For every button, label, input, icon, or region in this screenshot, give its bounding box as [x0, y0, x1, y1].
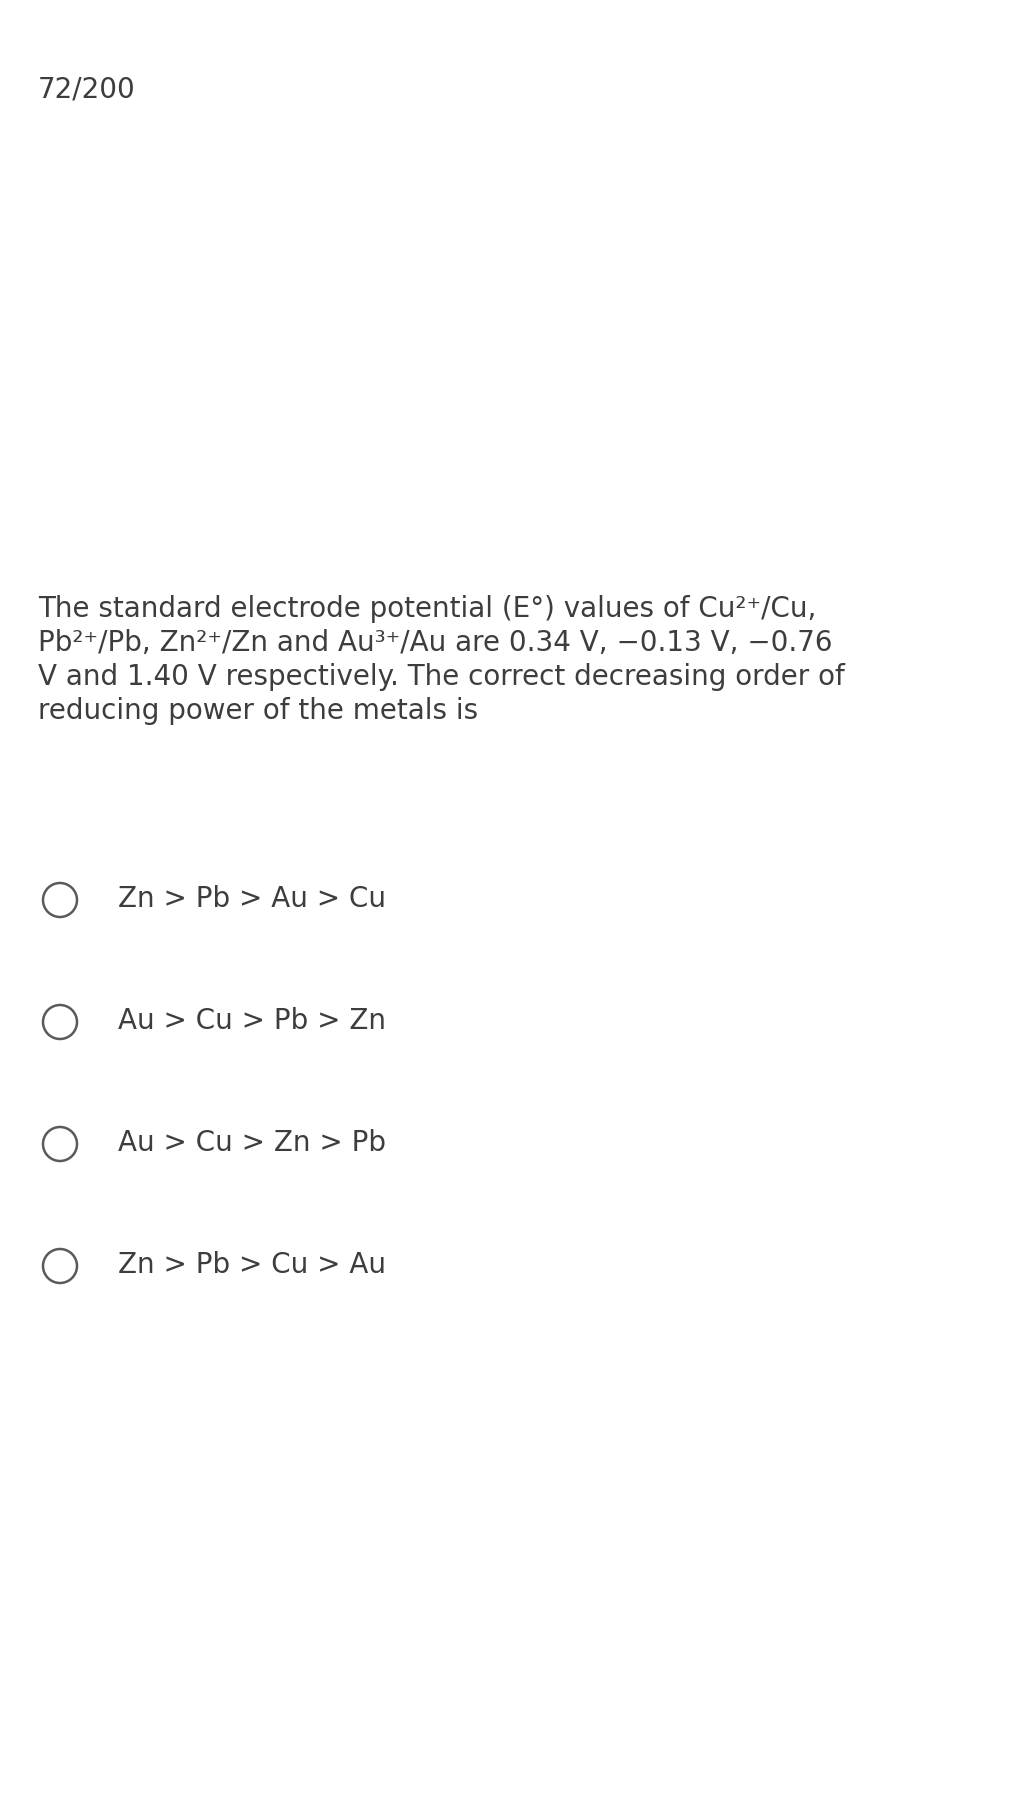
Text: Pb²⁺/Pb, Zn²⁺/Zn and Au³⁺/Au are 0.34 V, −0.13 V, −0.76: Pb²⁺/Pb, Zn²⁺/Zn and Au³⁺/Au are 0.34 V,… — [38, 629, 833, 657]
Text: Au > Cu > Pb > Zn: Au > Cu > Pb > Zn — [118, 1008, 386, 1035]
Text: Au > Cu > Zn > Pb: Au > Cu > Zn > Pb — [118, 1130, 386, 1157]
Text: V and 1.40 V respectively. The correct decreasing order of: V and 1.40 V respectively. The correct d… — [38, 662, 845, 691]
Text: 72/200: 72/200 — [38, 75, 136, 104]
Text: reducing power of the metals is: reducing power of the metals is — [38, 697, 478, 726]
Text: Zn > Pb > Cu > Au: Zn > Pb > Cu > Au — [118, 1251, 386, 1279]
Text: Zn > Pb > Au > Cu: Zn > Pb > Au > Cu — [118, 886, 386, 913]
Text: The standard electrode potential (E°) values of Cu²⁺/Cu,: The standard electrode potential (E°) va… — [38, 595, 816, 622]
